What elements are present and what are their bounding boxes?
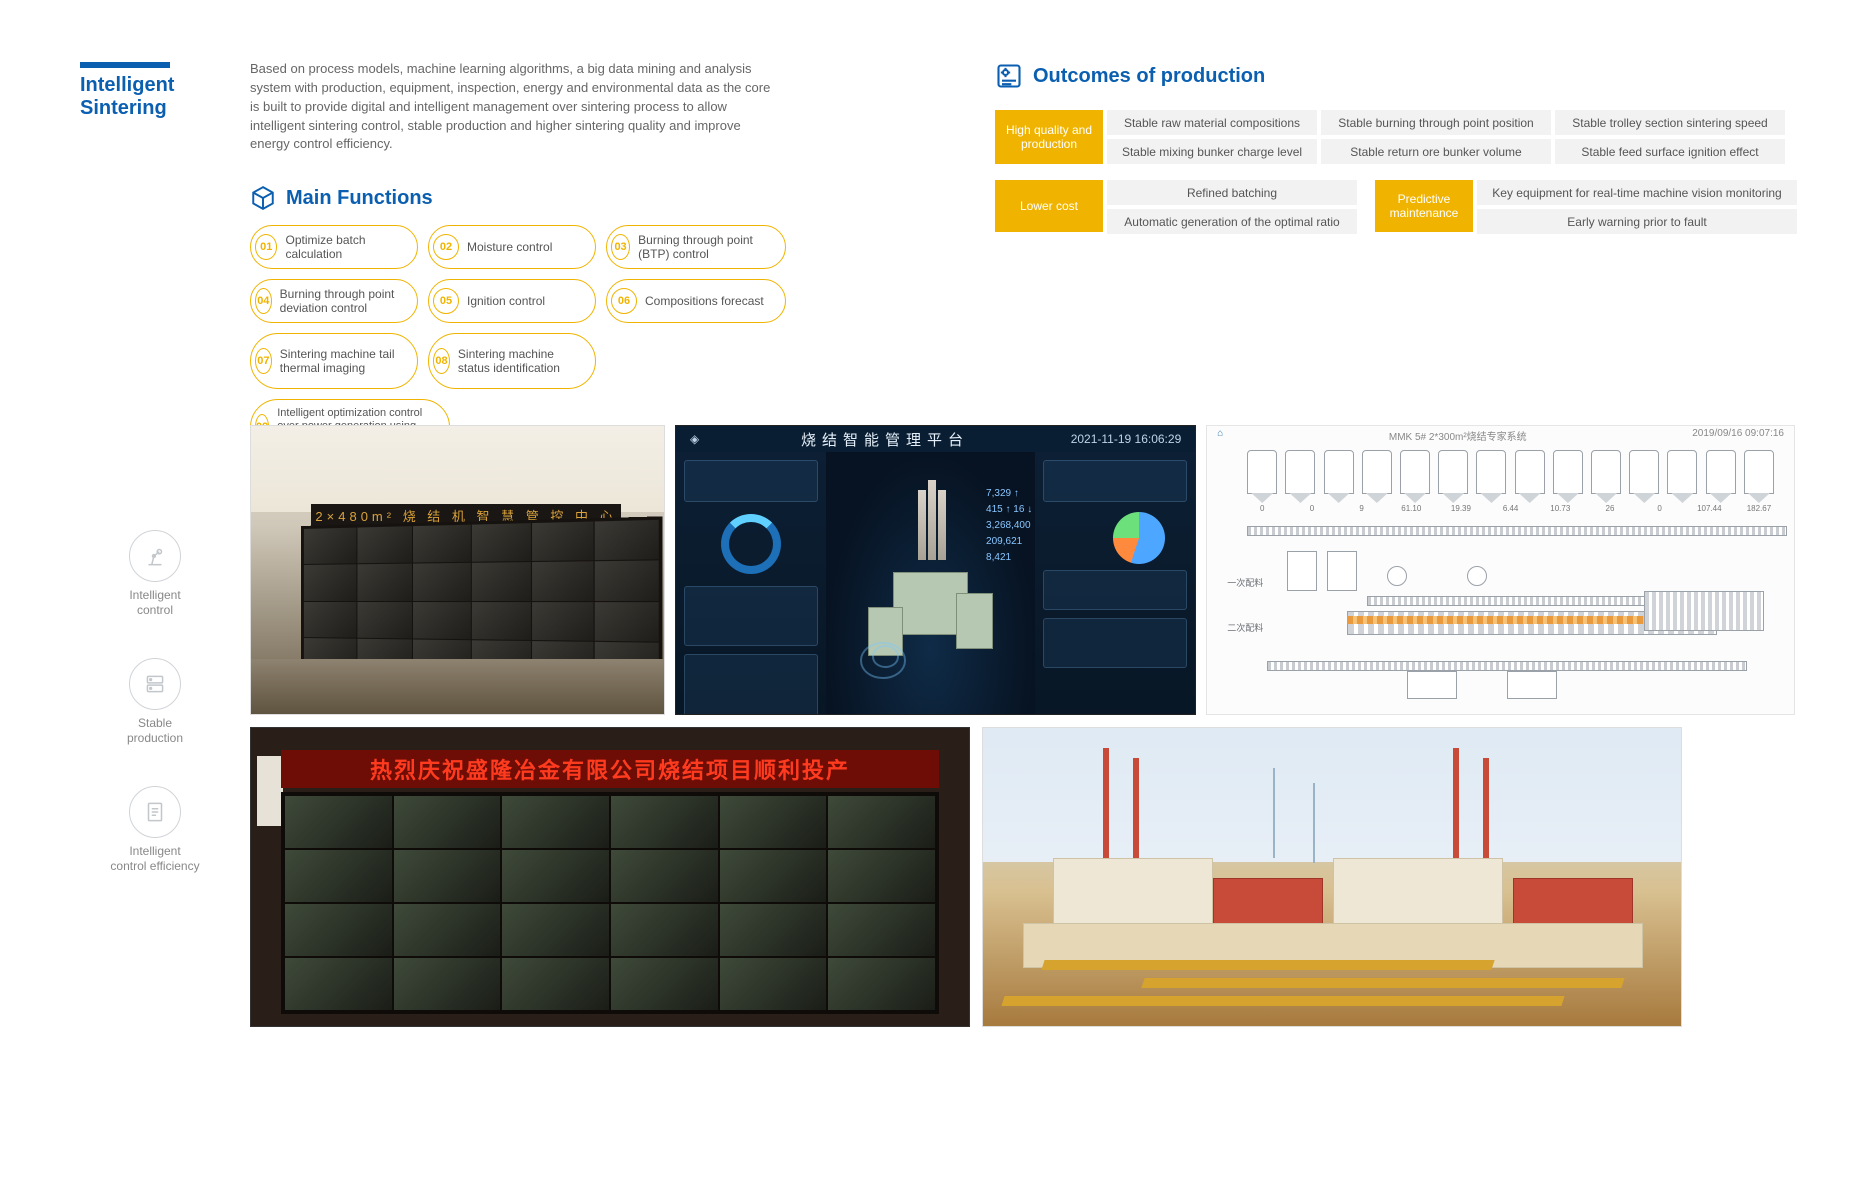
silo-row xyxy=(1247,450,1774,510)
outcome-cell: Early warning prior to fault xyxy=(1477,209,1797,234)
side-badge: Intelligent control xyxy=(110,530,200,618)
photo-control-room: 2×480m² 烧 结 机 智 慧 管 控 中 心 xyxy=(250,425,665,715)
photo-factory xyxy=(982,727,1682,1027)
pill-number: 04 xyxy=(255,288,272,314)
cube-icon xyxy=(250,185,276,211)
images-area: 2×480m² 烧 结 机 智 慧 管 控 中 心 ◈ 烧结智能管理平台 202… xyxy=(250,425,1795,1027)
pill-label: Sintering machine status identification xyxy=(458,347,583,376)
pill-label: Optimize batch calculation xyxy=(285,233,405,262)
page-title-line2: Sintering xyxy=(80,97,200,120)
function-pill: 02 Moisture control xyxy=(428,225,596,269)
function-pill: 08 Sintering machine status identificatio… xyxy=(428,333,596,389)
pill-label: Burning through point (BTP) control xyxy=(638,233,773,262)
pill-number: 03 xyxy=(611,234,630,260)
title-accent-bar xyxy=(80,62,170,68)
photo-process-diagram: ⌂ MMK 5# 2*300m²烧结专家系统 2019/09/16 09:07:… xyxy=(1206,425,1795,715)
page-title-block: Intelligent Sintering xyxy=(80,62,200,120)
function-pill: 05 Ignition control xyxy=(428,279,596,323)
pie-icon xyxy=(1113,512,1165,564)
pill-label: Compositions forecast xyxy=(645,294,764,308)
pill-label: Burning through point deviation control xyxy=(280,287,405,316)
side-badge: Stable production xyxy=(110,658,200,746)
robot-arm-icon xyxy=(129,530,181,582)
kpi-line: 7,329 ↑ 415 ↑ 16 ↓ xyxy=(986,486,1035,518)
main-functions-heading: Main Functions xyxy=(250,185,433,211)
pill-label: Sintering machine tail thermal imaging xyxy=(280,347,405,376)
main-functions-grid: 01 Optimize batch calculation 02 Moisture … xyxy=(250,225,790,455)
pill-label: Moisture control xyxy=(467,240,552,254)
pill-number: 06 xyxy=(611,288,637,314)
dashboard-kpis: 7,329 ↑ 415 ↑ 16 ↓ 3,268,400 209,621 8,4… xyxy=(986,486,1035,566)
outcomes-group-lower: Lower cost Refined batching Automatic ge… xyxy=(995,180,1797,234)
outcome-tag: High quality and production xyxy=(995,110,1103,164)
pill-number: 07 xyxy=(255,348,272,374)
outcome-cell: Automatic generation of the optimal rati… xyxy=(1107,209,1357,234)
outcomes-group-quality: High quality and production Stable raw m… xyxy=(995,110,1785,164)
document-icon xyxy=(129,786,181,838)
pill-number: 01 xyxy=(255,234,277,260)
function-pill: 03 Burning through point (BTP) control xyxy=(606,225,786,269)
function-pill: 01 Optimize batch calculation xyxy=(250,225,418,269)
outcome-cell: Refined batching xyxy=(1107,180,1357,205)
pill-number: 02 xyxy=(433,234,459,260)
side-badge-label: Intelligent control xyxy=(110,588,200,618)
outcome-cell: Stable trolley section sintering speed xyxy=(1555,110,1785,135)
outcome-tag: Lower cost xyxy=(995,180,1103,232)
outcomes-title: Outcomes of production xyxy=(1033,65,1265,88)
side-badges: Intelligent control Stable production In… xyxy=(110,530,200,874)
outcome-cell: Stable return ore bunker volume xyxy=(1321,139,1551,164)
ceremony-banner: 热烈庆祝盛隆冶金有限公司烧结项目顺利投产 xyxy=(281,750,939,788)
dashboard-timestamp: 2021-11-19 16:06:29 xyxy=(1071,432,1182,446)
pill-number: 08 xyxy=(433,348,450,374)
outcomes-heading: Outcomes of production xyxy=(995,62,1265,90)
outcome-tag: Predictive maintenance xyxy=(1375,180,1473,232)
outcome-cell: Stable mixing bunker charge level xyxy=(1107,139,1317,164)
outcome-cell: Stable burning through point position xyxy=(1321,110,1551,135)
outcome-cell: Stable raw material compositions xyxy=(1107,110,1317,135)
diagram-title: MMK 5# 2*300m²烧结专家系统 xyxy=(1389,428,1527,444)
diagram-timestamp: 2019/09/16 09:07:16 xyxy=(1692,428,1784,444)
server-icon xyxy=(129,658,181,710)
photo-banner-cams: 热烈庆祝盛隆冶金有限公司烧结项目顺利投产 xyxy=(250,727,970,1027)
pill-number: 05 xyxy=(433,288,459,314)
gear-list-icon xyxy=(995,62,1023,90)
side-badge: Intelligent control efficiency xyxy=(110,786,200,874)
home-icon: ⌂ xyxy=(1217,428,1223,444)
function-pill: 07 Sintering machine tail thermal imaging xyxy=(250,333,418,389)
dashboard-title: 烧结智能管理平台 xyxy=(801,429,969,450)
outcome-cell: Key equipment for real-time machine visi… xyxy=(1477,180,1797,205)
kpi-line: 3,268,400 209,621 8,421 xyxy=(986,518,1035,566)
outcome-cell: Stable feed surface ignition effect xyxy=(1555,139,1785,164)
side-badge-label: Intelligent control efficiency xyxy=(110,844,200,874)
photo-dashboard: ◈ 烧结智能管理平台 2021-11-19 16:06:29 7,329 ↑ 4… xyxy=(675,425,1196,715)
function-pill: 06 Compositions forecast xyxy=(606,279,786,323)
function-pill: 04 Burning through point deviation contro… xyxy=(250,279,418,323)
pill-label: Ignition control xyxy=(467,294,545,308)
silo-values: 00961.1019.396.4410.73260107.44182.67 xyxy=(1247,504,1774,513)
intro-paragraph: Based on process models, machine learnin… xyxy=(250,60,780,154)
main-functions-title: Main Functions xyxy=(286,187,433,210)
side-badge-label: Stable production xyxy=(110,716,200,746)
page-title-line1: Intelligent xyxy=(80,74,200,97)
dashboard-logo: ◈ xyxy=(690,432,699,446)
